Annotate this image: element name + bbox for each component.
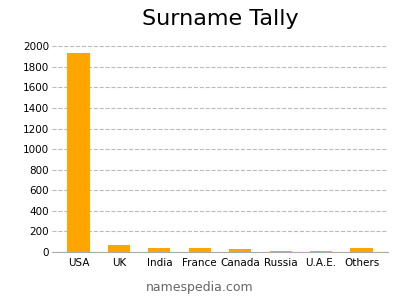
Text: namespedia.com: namespedia.com <box>146 281 254 294</box>
Bar <box>67 53 90 252</box>
Bar <box>108 245 130 252</box>
Title: Surname Tally: Surname Tally <box>142 9 298 29</box>
Bar <box>270 251 292 252</box>
Bar <box>189 248 211 252</box>
Bar <box>310 251 332 252</box>
Bar <box>350 248 373 252</box>
Bar <box>229 249 251 252</box>
Bar <box>148 248 170 252</box>
